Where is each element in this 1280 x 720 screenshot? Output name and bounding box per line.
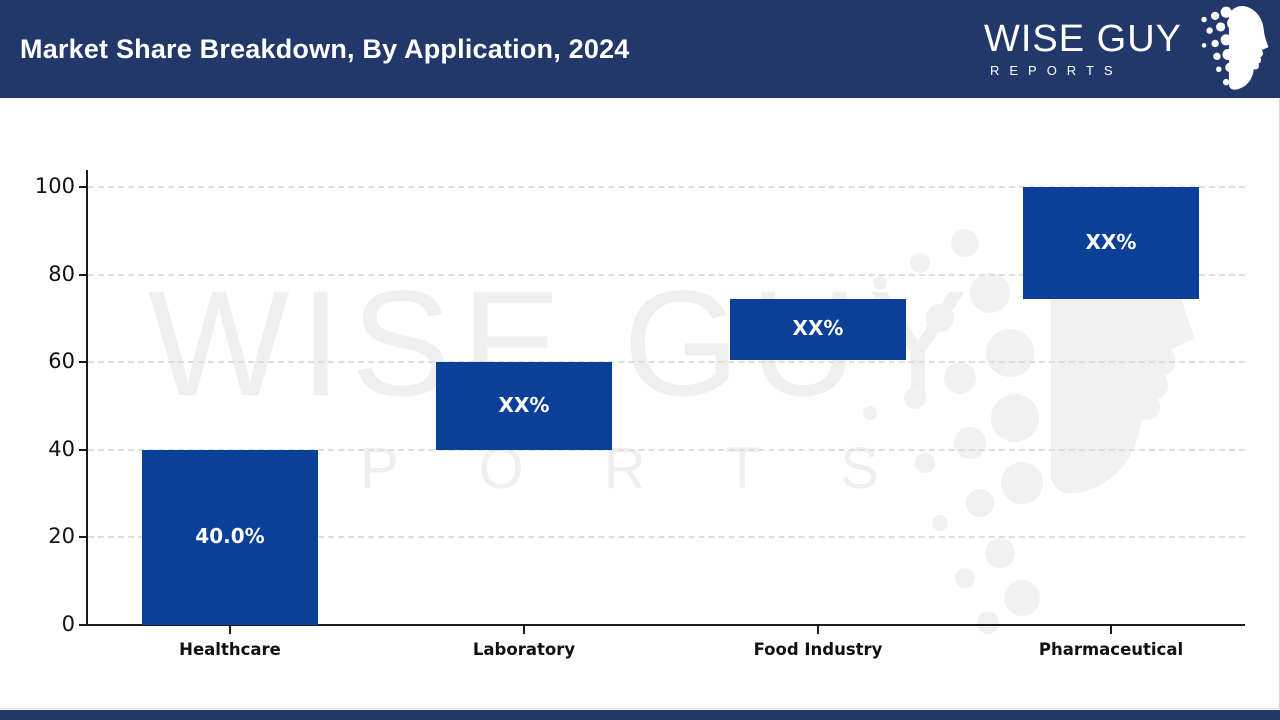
y-tick-100 [79,186,88,188]
header-bar: Market Share Breakdown, By Application, … [0,0,1280,98]
y-tick-40 [79,448,88,451]
y-tick-label-0: 0 [61,612,75,636]
y-tick-label-60: 60 [48,349,75,374]
category-label-0: Healthcare [179,640,281,659]
wiseguy-logo: WISE GUY REPORTS [984,4,1272,94]
logo-text: WISE GUY REPORTS [984,20,1182,78]
x-tick-3 [1110,626,1112,634]
y-tick-label-80: 80 [48,261,75,286]
bar-value-label: 40.0% [195,524,265,549]
y-tick-60 [79,361,88,364]
y-tick-label-40: 40 [48,436,75,461]
gridline-40 [88,448,1245,451]
bar-laboratory [436,362,612,450]
footer-hairline [0,708,1280,709]
logo-face-icon [1201,6,1269,90]
bar-healthcare [142,449,318,625]
bar-food-industry [730,298,906,360]
y-tick-20 [79,536,88,539]
bar-pharmaceutical [1023,187,1199,299]
gridline-100 [88,186,1245,188]
y-axis-line [86,170,88,626]
category-label-2: Food Industry [753,640,883,659]
y-tick-0 [79,624,88,626]
x-axis-line [86,624,1245,626]
bar-value-label: XX% [498,393,550,417]
category-label-1: Laboratory [472,640,576,659]
x-tick-2 [817,626,819,634]
y-tick-label-100: 100 [34,174,75,198]
bar-value-label: XX% [792,316,844,341]
bar-value-label: XX% [1085,229,1137,254]
logo-subtext: REPORTS [989,63,1123,78]
gridline-20 [88,536,1245,539]
gridline-80 [88,273,1245,276]
page-title: Market Share Breakdown, By Application, … [20,33,630,64]
footer-bar [0,710,1280,720]
y-tick-80 [79,273,88,276]
category-label-3: Pharmaceutical [1038,640,1184,659]
y-tick-label-20: 20 [48,524,75,549]
gridline-60 [88,361,1245,364]
x-tick-1 [523,626,525,634]
logo-wordmark: WISE GUY [983,18,1182,60]
x-tick-0 [229,626,231,634]
